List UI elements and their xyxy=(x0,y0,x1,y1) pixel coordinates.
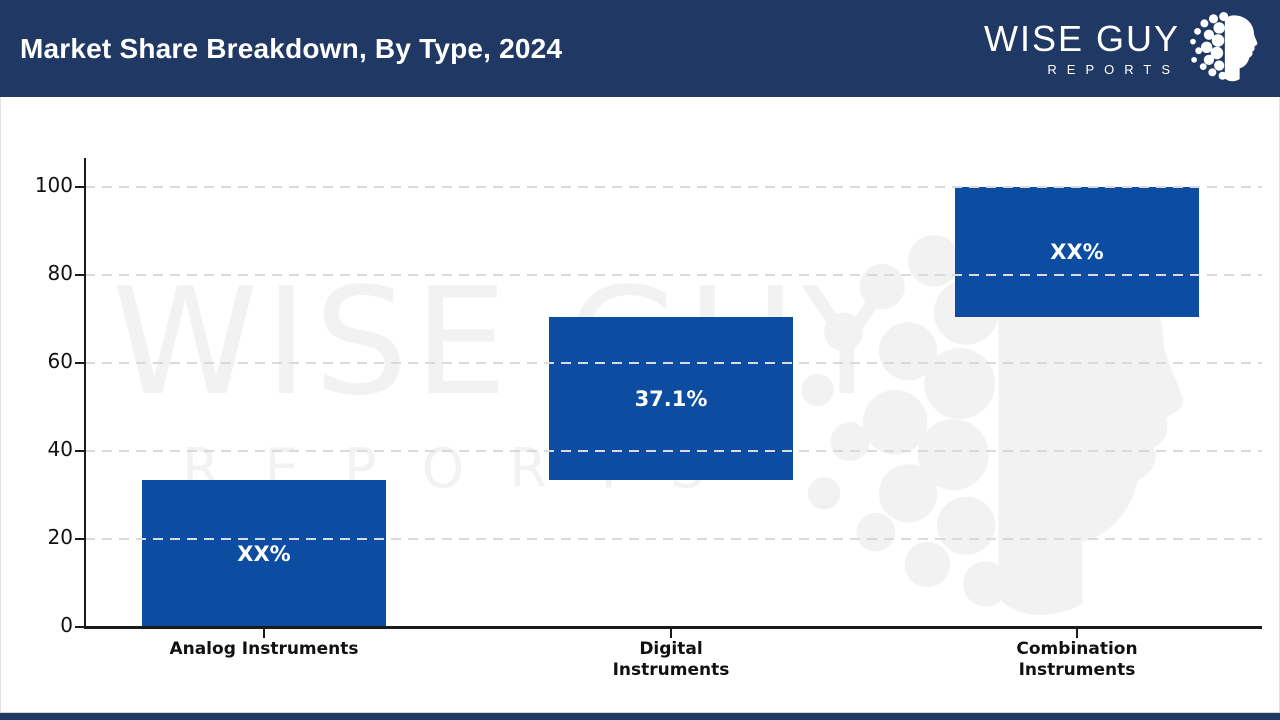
logo-subtitle: REPORTS xyxy=(1047,61,1180,77)
bar-value-label: XX% xyxy=(1050,240,1104,265)
logo-text: WISE GUY REPORTS xyxy=(983,17,1180,77)
bar-1: XX% xyxy=(142,480,386,627)
gridline xyxy=(85,362,1262,364)
gridline xyxy=(85,274,1262,276)
y-tick-label: 60 xyxy=(47,349,73,373)
gridline xyxy=(85,450,1262,452)
y-tick-mark xyxy=(75,538,85,540)
y-axis-line xyxy=(84,158,86,629)
bar-3: XX% xyxy=(955,187,1199,318)
y-tick-mark xyxy=(75,362,85,364)
watermark-face-icon xyxy=(801,222,1184,615)
bar-value-label: 37.1% xyxy=(634,386,708,411)
x-category-label: Digital Instruments xyxy=(612,639,730,681)
x-axis-line xyxy=(84,626,1262,629)
y-tick-mark xyxy=(75,450,85,452)
y-tick-label: 80 xyxy=(47,261,73,285)
y-tick-label: 100 xyxy=(34,173,73,197)
y-tick-label: 20 xyxy=(47,525,73,549)
bar-value-label: XX% xyxy=(237,541,291,566)
y-tick-label: 0 xyxy=(60,613,73,637)
header-bar: Market Share Breakdown, By Type, 2024 WI… xyxy=(0,0,1280,97)
x-tick-mark xyxy=(1076,629,1078,638)
logo-face-icon xyxy=(1190,11,1258,81)
logo-wordmark: WISE GUY xyxy=(983,17,1180,59)
y-tick-label: 40 xyxy=(47,437,73,461)
page-title: Market Share Breakdown, By Type, 2024 xyxy=(20,32,563,64)
y-tick-mark xyxy=(75,626,85,628)
x-category-label: Analog Instruments xyxy=(169,639,359,659)
brand-logo: WISE GUY REPORTS xyxy=(983,11,1266,86)
gridline xyxy=(85,538,1262,540)
bar-2: 37.1% xyxy=(549,317,793,481)
gridline xyxy=(85,186,1262,188)
x-tick-mark xyxy=(670,629,672,638)
x-tick-mark xyxy=(263,629,265,638)
y-tick-mark xyxy=(75,274,85,276)
y-tick-mark xyxy=(75,186,85,188)
footer-bar xyxy=(0,712,1280,720)
x-category-label: Combination Instruments xyxy=(1016,639,1138,681)
